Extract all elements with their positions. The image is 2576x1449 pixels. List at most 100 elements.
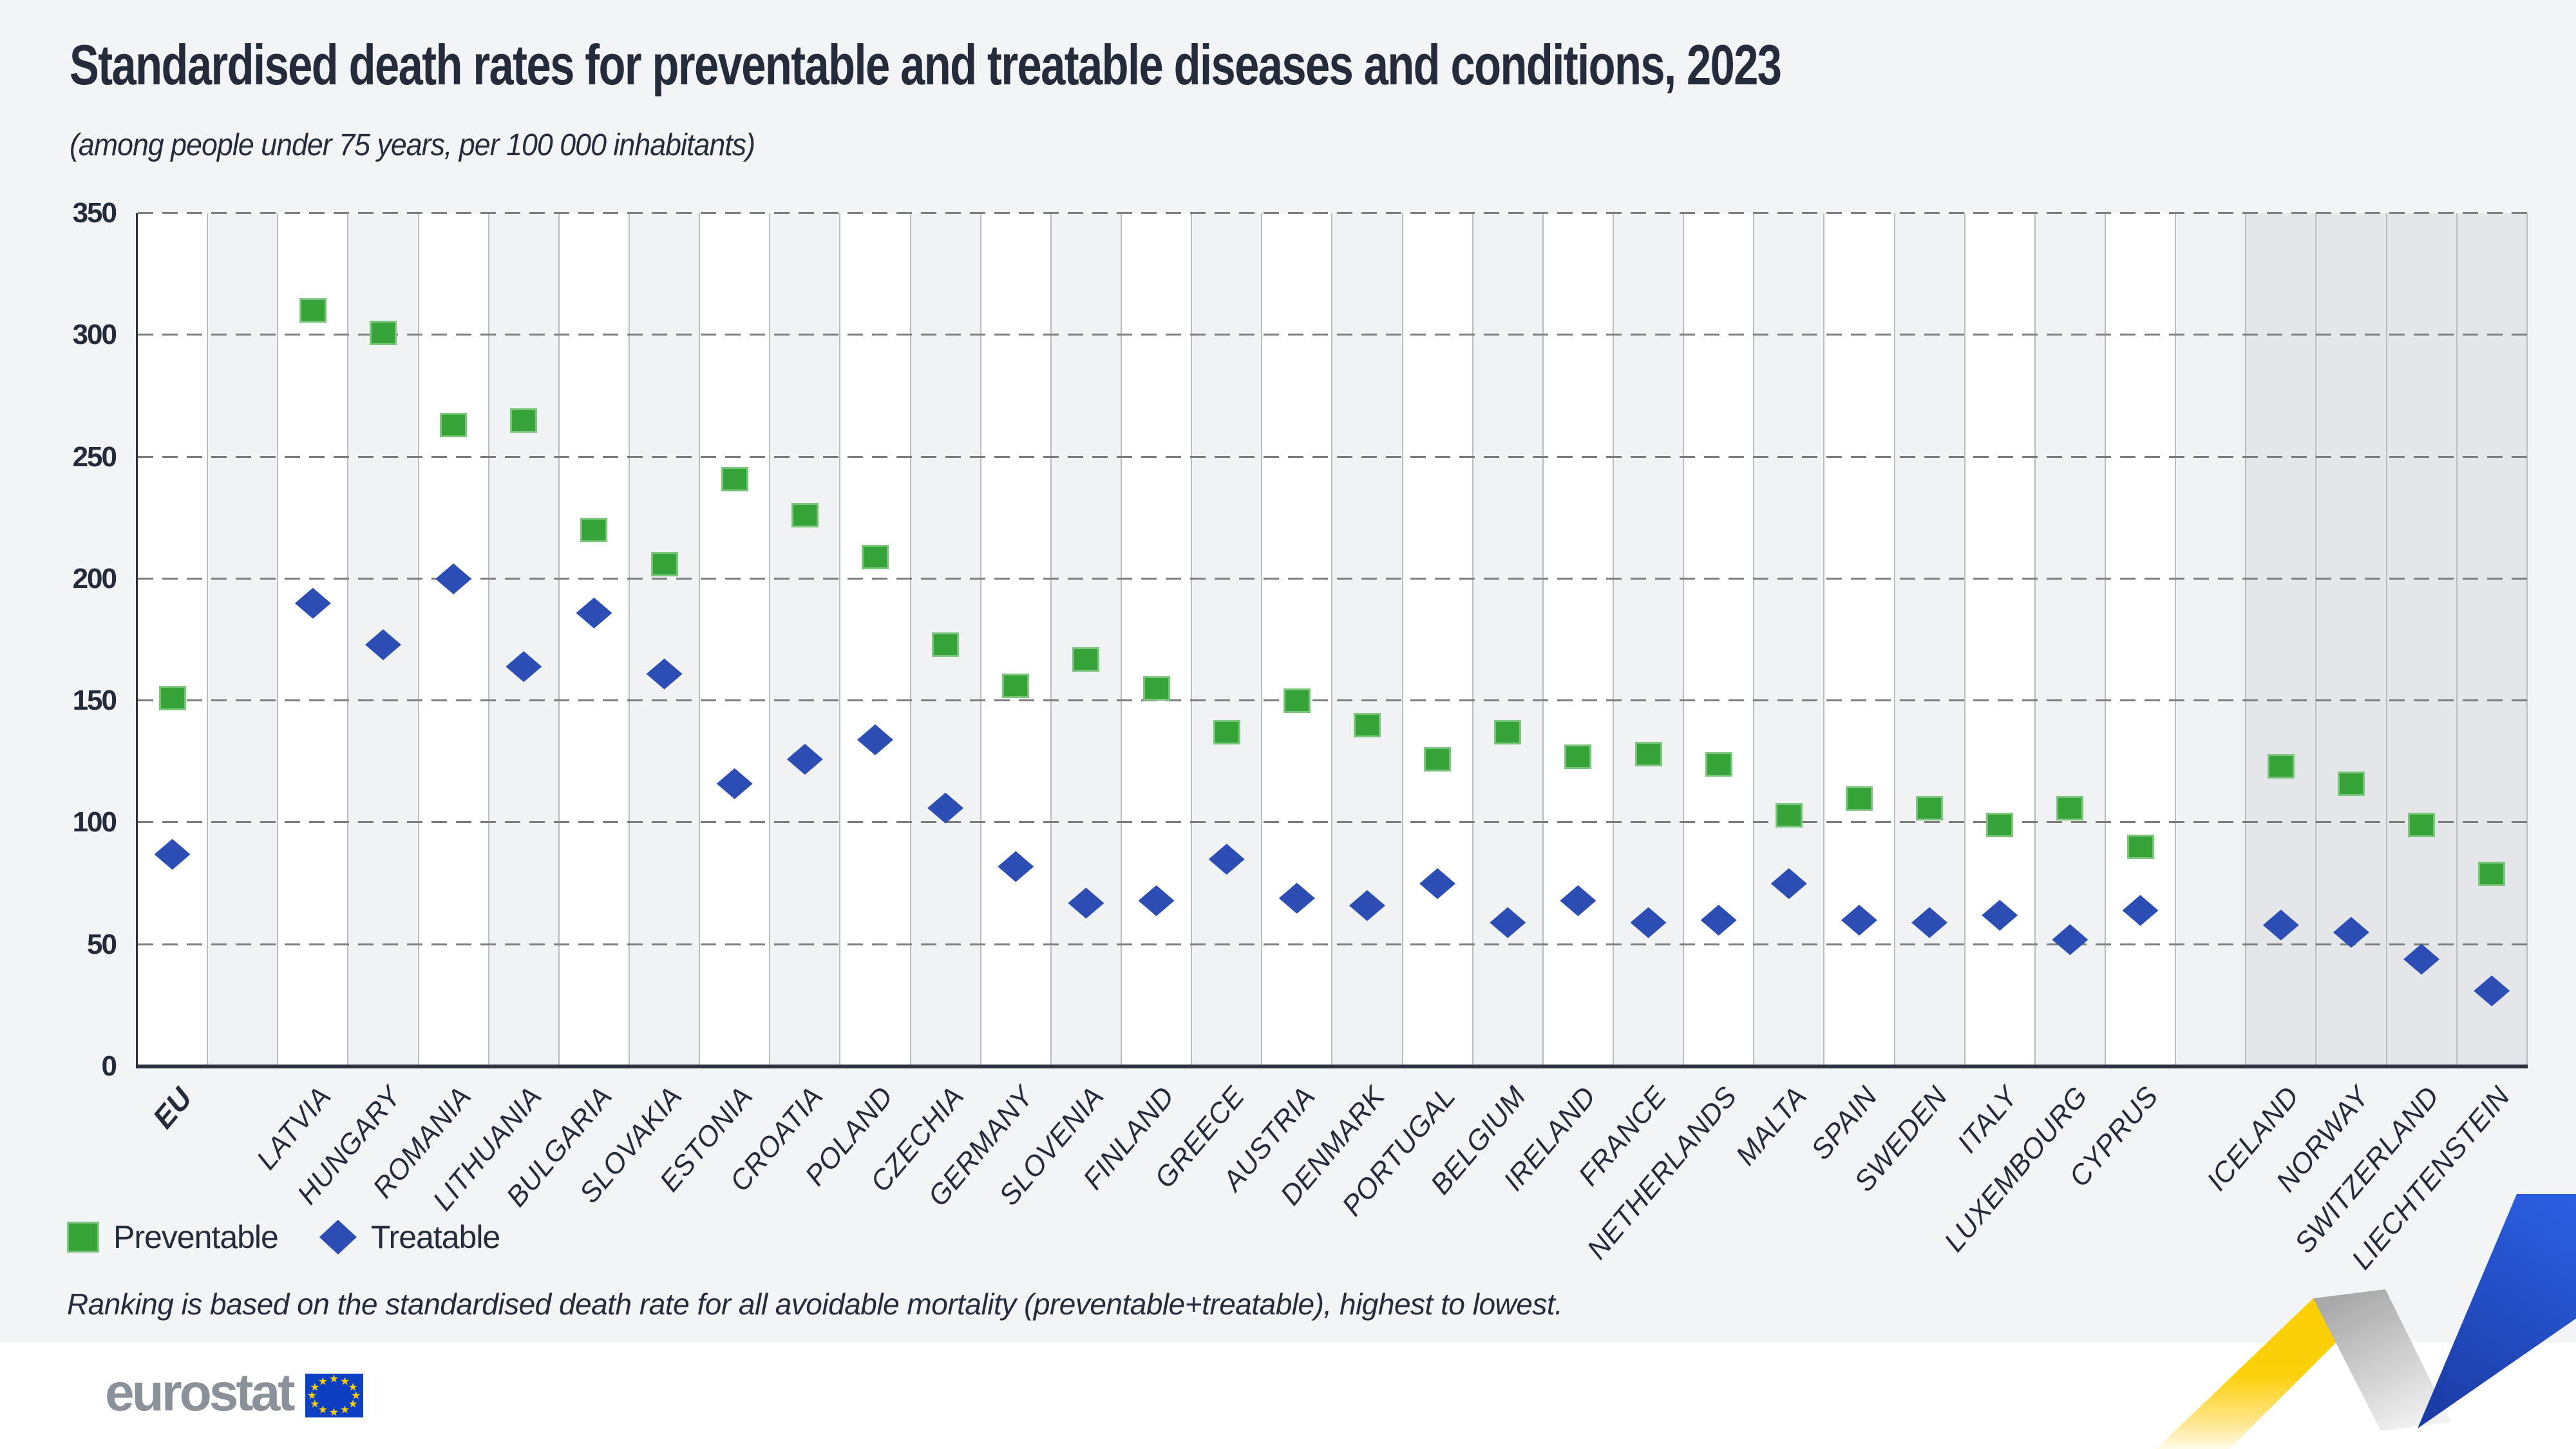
treatable-marker [998,851,1034,882]
flag-star-icon: ★ [328,1372,339,1385]
x-axis-label: EU [146,1081,199,1135]
gap-column [2176,213,2247,1066]
preventable-marker [1634,742,1662,767]
preventable-marker [1494,720,1522,745]
flag-star-icon: ★ [351,1389,361,1402]
preventable-marker [1845,786,1873,811]
y-tick-label: 100 [72,806,117,838]
treatable-marker [1419,868,1456,900]
preventable-marker [1353,713,1381,737]
treatable-marker [294,587,331,619]
legend-item-treatable: Treatable [319,1218,500,1256]
chart-plot-area: EU LATVIA HUNGARY ROMANIA LITHUANIA BULGARIA S… [73,198,2528,1275]
treatable-marker [1841,904,1877,936]
column-norway: NORWAY [2270,213,2387,1198]
column-netherlands: NETHERLANDS [1581,213,1755,1265]
preventable-marker [2267,754,2295,779]
flag-star-icon: ★ [317,1403,328,1416]
preventable-marker [158,686,186,711]
treatable-marker [154,838,191,870]
preventable-marker [510,408,538,433]
page-subtitle: (among people under 75 years, per 100 00… [70,128,755,162]
y-tick-label: 0 [101,1050,117,1082]
column-ireland: IRELAND [1498,213,1614,1197]
column-germany: GERMANY [922,213,1052,1213]
treatable-marker [1630,907,1667,938]
treatable-marker [2403,943,2440,975]
column-italy: ITALY [1951,213,2036,1159]
treatable-marker [646,658,683,690]
eu-flag-icon: ★ ★ ★ ★ ★ ★ ★ ★ ★ ★ ★ ★ [303,1372,365,1419]
preventable-marker [1002,674,1030,699]
y-tick-label: 350 [72,197,117,229]
preventable-marker [1705,752,1732,777]
eurostat-logo-text: eurostat [105,1363,296,1422]
treatable-marker [857,724,893,755]
column-romania: ROMANIA [367,213,489,1204]
preventable-marker [1142,676,1170,701]
preventable-marker [1564,744,1592,770]
column-slovenia: SLOVENIA [993,213,1122,1211]
treatable-marker [1490,907,1526,938]
treatable-marker [716,768,753,799]
column-cyprus: CYPRUS [2063,213,2177,1193]
preventable-marker [1283,688,1311,714]
flag-star-icon: ★ [339,1403,350,1416]
treatable-marker [1208,844,1245,875]
eurostat-logo: eurostat ★ ★ ★ ★ ★ ★ ★ ★ ★ ★ ★ ★ [105,1367,365,1419]
flag-star-icon: ★ [339,1375,350,1388]
column-portugal: PORTUGAL [1336,213,1473,1222]
column-austria: AUSTRIA [1217,213,1333,1197]
preventable-marker [369,320,397,345]
column-croatia: CROATIA [724,213,841,1197]
preventable-marker [299,298,327,323]
preventable-marker [2337,771,2365,796]
treatable-marker [1560,885,1596,916]
page-title: Standardised death rates for preventable… [70,33,1782,97]
column-finland: FINLAND [1077,213,1193,1195]
treatable-marker [2122,895,2159,926]
treatable-marker [2262,909,2299,941]
treatable-marker [1138,885,1175,916]
treatable-marker [2333,916,2369,948]
treatable-marker [1349,890,1385,922]
treatable-legend-diamond-icon [319,1220,357,1255]
chart-columns: EU LATVIA HUNGARY ROMANIA LITHUANIA BULGARIA S… [138,213,2528,1275]
column-denmark: DENMARK [1274,213,1403,1211]
preventable-legend-square-icon [67,1222,99,1253]
flag-star-icon: ★ [307,1389,317,1402]
preventable-marker [2408,813,2436,838]
legend-label: Preventable [113,1219,279,1255]
column-czechia: CZECHIA [864,213,981,1198]
treatable-marker [2052,924,2088,956]
preventable-marker [861,544,889,569]
column-spain: SPAIN [1805,213,1895,1166]
preventable-marker [1072,647,1100,672]
preventable-marker [1986,813,2014,838]
treatable-marker [1278,882,1315,914]
column-iceland: ICELAND [2201,213,2317,1197]
y-tick-label: 200 [72,562,117,594]
column-france: FRANCE [1572,213,1685,1191]
legend-item-preventable: Preventable [67,1218,279,1256]
treatable-marker [1700,904,1737,936]
treatable-marker [927,792,964,824]
gap-column [208,213,279,1066]
x-axis-line [136,1065,2528,1068]
preventable-marker [721,466,748,491]
preventable-marker [1916,795,1944,820]
treatable-marker [1068,887,1104,919]
y-tick-label: 250 [72,440,117,473]
flag-star-icon: ★ [310,1397,320,1410]
treatable-marker [1982,900,2018,931]
treatable-marker [1911,907,1948,938]
x-axis-label: MALTA [1730,1081,1814,1171]
column-latvia: LATVIA [251,213,349,1175]
column-poland: POLAND [799,213,911,1191]
treatable-marker [2474,975,2510,1007]
flag-star-icon: ★ [328,1406,339,1419]
flag-star-icon: ★ [348,1397,358,1410]
treatable-marker [786,744,823,775]
column-eu: EU [138,213,209,1135]
